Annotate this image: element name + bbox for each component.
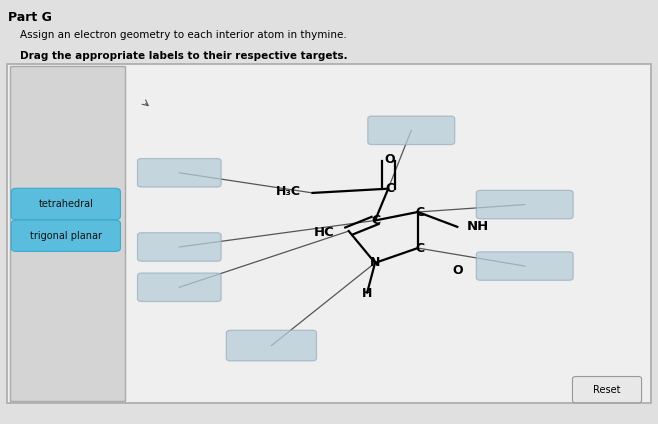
FancyBboxPatch shape — [138, 233, 221, 261]
FancyBboxPatch shape — [226, 330, 316, 361]
Bar — [10, 66, 125, 401]
Text: NH: NH — [467, 220, 490, 233]
Text: C: C — [372, 214, 381, 227]
Text: HC: HC — [313, 226, 334, 239]
Text: N: N — [370, 257, 380, 269]
FancyBboxPatch shape — [476, 252, 573, 280]
Text: C: C — [415, 242, 424, 254]
Text: Reset: Reset — [593, 385, 620, 395]
Text: O: O — [384, 153, 395, 166]
Text: H₃C: H₃C — [276, 185, 301, 198]
FancyBboxPatch shape — [11, 188, 120, 220]
FancyBboxPatch shape — [476, 190, 573, 219]
Text: C: C — [385, 182, 394, 195]
Text: tetrahedral: tetrahedral — [38, 199, 93, 209]
FancyBboxPatch shape — [138, 273, 221, 301]
Text: Drag the appropriate labels to their respective targets.: Drag the appropriate labels to their res… — [20, 51, 347, 61]
Text: Assign an electron geometry to each interior atom in thymine.: Assign an electron geometry to each inte… — [20, 30, 347, 40]
FancyBboxPatch shape — [7, 64, 651, 403]
Text: O: O — [453, 264, 463, 277]
FancyBboxPatch shape — [138, 159, 221, 187]
Text: C: C — [415, 206, 424, 218]
FancyBboxPatch shape — [368, 116, 455, 145]
Text: trigonal planar: trigonal planar — [30, 231, 102, 241]
FancyBboxPatch shape — [572, 377, 642, 403]
Text: H: H — [362, 287, 372, 300]
FancyBboxPatch shape — [11, 220, 120, 251]
Text: Part G: Part G — [8, 11, 52, 24]
